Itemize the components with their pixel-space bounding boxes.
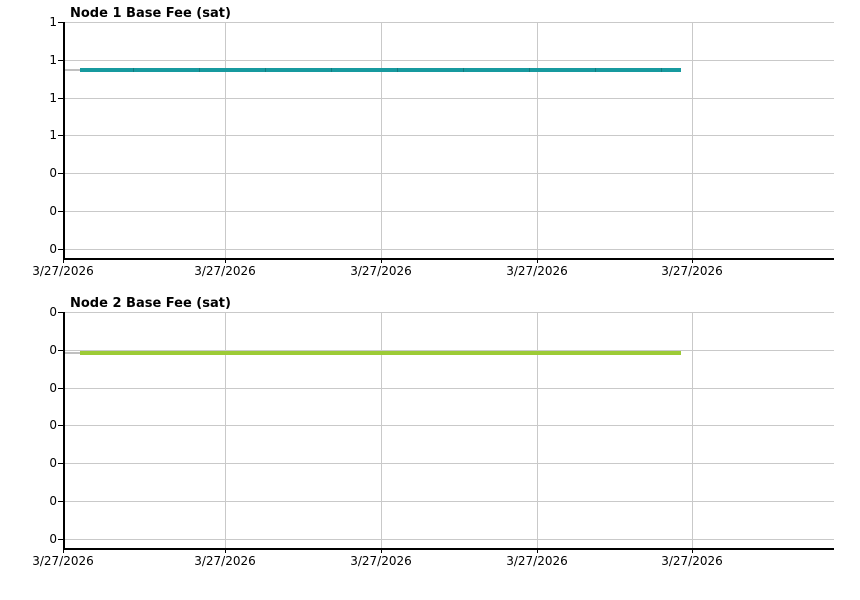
x-tick-label: 3/27/2026 (661, 264, 723, 278)
y-gridline (63, 173, 834, 175)
x-tick-mark (225, 258, 226, 263)
series-datapoint (529, 67, 530, 72)
y-gridline (63, 59, 834, 61)
y-gridline (63, 349, 834, 351)
y-tick-label: 0 (49, 166, 57, 181)
y-gridline (63, 248, 834, 250)
y-tick-label: 0 (49, 456, 57, 471)
series-datapoint (595, 67, 596, 72)
y-tick-mark (58, 463, 63, 465)
series-datapoint (661, 67, 662, 72)
series-datapoint (463, 67, 464, 72)
y-tick-label: 0 (49, 305, 57, 319)
y-tick-label: 0 (49, 494, 57, 508)
series-datapoint (133, 67, 134, 72)
x-gridline (692, 22, 693, 258)
y-tick-mark (58, 501, 63, 502)
chart-title-node1: Node 1 Base Fee (sat) (70, 6, 231, 21)
series-datapoint (397, 67, 398, 72)
series-lead-segment (63, 68, 80, 71)
series-line-node1 (80, 67, 681, 72)
y-tick-label: 0 (49, 418, 57, 433)
x-gridline (225, 22, 226, 258)
series-line-node2 (80, 350, 681, 355)
y-gridline (63, 501, 834, 502)
y-tick-mark (58, 248, 63, 250)
y-tick-label: 0 (49, 531, 57, 546)
x-tick-mark (537, 258, 538, 263)
x-gridline (537, 312, 538, 548)
series-datapoint (199, 67, 200, 72)
x-tick-label: 3/27/2026 (506, 264, 568, 278)
y-gridline (63, 538, 834, 540)
y-tick-mark (58, 135, 63, 137)
y-tick-label: 0 (49, 204, 57, 218)
y-tick-mark (58, 349, 63, 351)
x-axis-line-node1 (63, 258, 834, 260)
chart-panel-node1: Node 1 Base Fee (sat) 1 1 1 1 0 0 0 3/27/2026 3/… (0, 0, 860, 290)
x-tick-mark (63, 548, 64, 553)
y-tick-label: 0 (49, 342, 57, 357)
x-gridline (381, 22, 382, 258)
y-tick-mark (58, 538, 63, 540)
y-tick-mark (58, 173, 63, 175)
y-tick-label: 1 (49, 15, 57, 29)
y-tick-mark (58, 59, 63, 61)
series-datapoint (331, 67, 332, 72)
chart-panel-node2: Node 2 Base Fee (sat) 0 0 0 0 0 0 0 3/27/2026 3/… (0, 290, 860, 580)
x-tick-mark (381, 258, 382, 263)
x-tick-label: 3/27/2026 (194, 264, 256, 278)
plot-area-node2: 0 0 0 0 0 0 0 3/27/2026 3/27/2026 3/27/2026 3/27/2… (32, 306, 834, 568)
x-tick-label: 3/27/2026 (506, 554, 568, 568)
x-tick-label: 3/27/2026 (194, 554, 256, 568)
y-gridline (63, 211, 834, 212)
x-tick-mark (692, 258, 693, 263)
y-gridline (63, 22, 834, 23)
y-axis-line-node1 (63, 22, 65, 258)
y-gridline (63, 425, 834, 427)
chart-title-node2: Node 2 Base Fee (sat) (70, 296, 231, 311)
plot-area-node1: 1 1 1 1 0 0 0 3/27/2026 3/27/2026 3/27/2026 3/27/2… (32, 16, 834, 278)
x-gridline (225, 312, 226, 548)
x-tick-label: 3/27/2026 (32, 554, 94, 568)
y-gridline (63, 97, 834, 99)
plot-inner-node2: 0 0 0 0 0 0 0 3/27/2026 3/27/2026 3/27/2026 3/27/2… (32, 306, 834, 568)
x-tick-mark (63, 258, 64, 263)
x-tick-label: 3/27/2026 (350, 264, 412, 278)
y-tick-mark (58, 425, 63, 427)
x-tick-label: 3/27/2026 (661, 554, 723, 568)
x-axis-line-node2 (63, 548, 834, 550)
y-tick-mark (58, 312, 63, 313)
x-tick-label: 3/27/2026 (32, 264, 94, 278)
y-tick-label: 0 (49, 380, 57, 395)
x-tick-mark (692, 548, 693, 553)
x-gridline (537, 22, 538, 258)
y-tick-mark (58, 211, 63, 212)
y-tick-label: 0 (49, 241, 57, 256)
x-tick-mark (225, 548, 226, 553)
y-gridline (63, 463, 834, 465)
y-gridline (63, 387, 834, 389)
y-tick-mark (58, 387, 63, 389)
series-lead-segment (63, 351, 80, 354)
y-gridline (63, 312, 834, 313)
y-tick-mark (58, 97, 63, 99)
plot-inner-node1: 1 1 1 1 0 0 0 3/27/2026 3/27/2026 3/27/2026 3/27/2… (32, 16, 834, 278)
x-gridline (381, 312, 382, 548)
series-datapoint-marks (63, 67, 834, 72)
y-tick-label: 1 (49, 90, 57, 105)
y-axis-line-node2 (63, 312, 65, 548)
series-datapoint (265, 67, 266, 72)
x-tick-mark (537, 548, 538, 553)
y-tick-mark (58, 22, 63, 23)
y-tick-label: 1 (49, 128, 57, 143)
x-tick-mark (381, 548, 382, 553)
x-gridline (692, 312, 693, 548)
y-gridline (63, 135, 834, 137)
y-tick-label: 1 (49, 52, 57, 67)
x-tick-label: 3/27/2026 (350, 554, 412, 568)
